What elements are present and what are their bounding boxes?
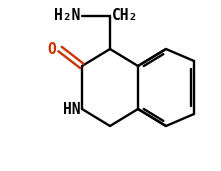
Text: HN: HN — [63, 102, 80, 116]
Text: H₂N: H₂N — [54, 9, 80, 23]
Text: O: O — [47, 42, 56, 56]
Text: CH₂: CH₂ — [112, 9, 138, 23]
